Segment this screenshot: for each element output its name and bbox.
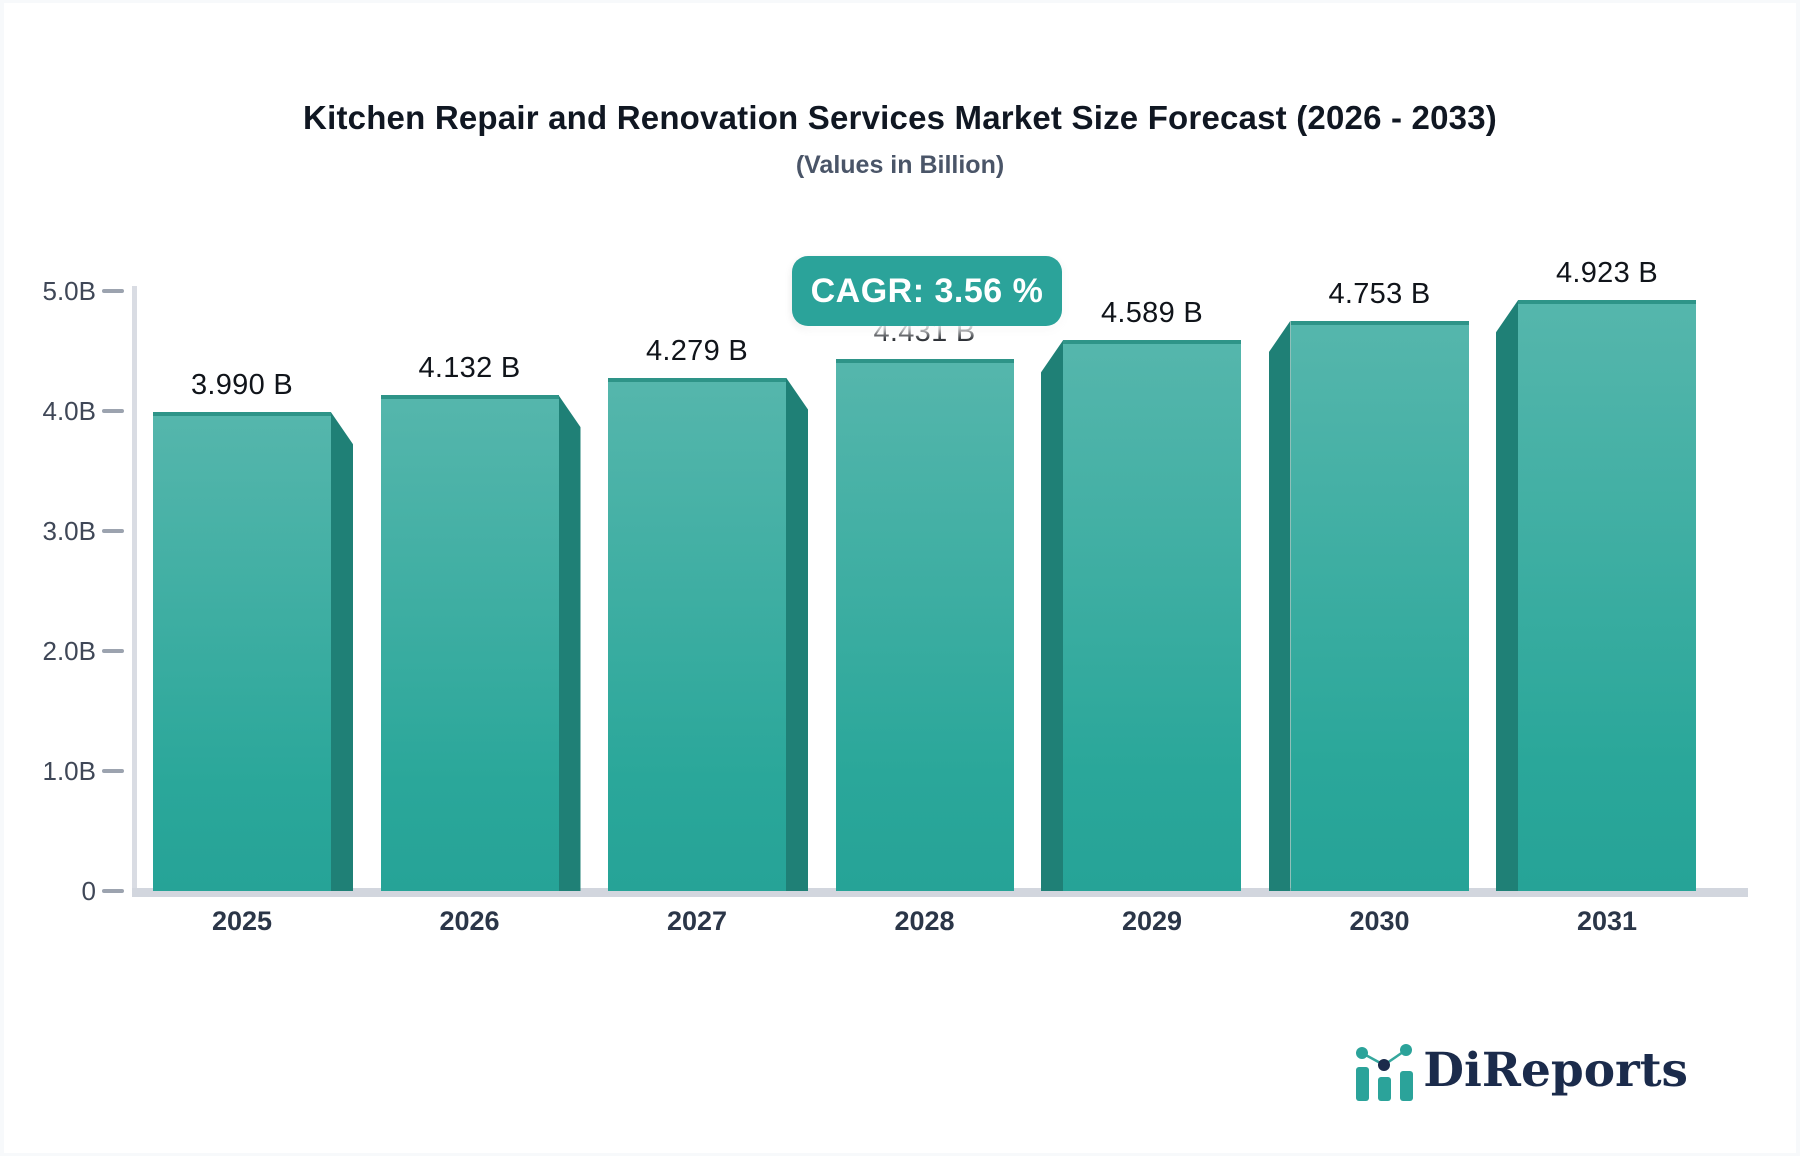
x-tick-label-2031: 2031 [1576, 906, 1638, 936]
y-tick-mark [102, 769, 124, 773]
bar-2031 [1518, 300, 1696, 891]
bar-2025 [153, 412, 331, 891]
bar-value-label-2025: 3.990 B [190, 369, 294, 402]
bar-2026 [380, 395, 559, 891]
bar-side-2030 [1268, 320, 1291, 891]
bar-side-2029 [1041, 340, 1063, 891]
x-tick-label-2027: 2027 [666, 906, 728, 936]
bar-side-2026 [558, 395, 581, 891]
chart-subtitle: (Values in Billion) [795, 151, 1005, 179]
chart-card: Kitchen Repair and Renovation Services M… [4, 3, 1796, 1153]
y-tick-label: 4.0B [42, 396, 97, 426]
chart-title: Kitchen Repair and Renovation Services M… [303, 99, 1497, 136]
brand-logo: DiReports [1353, 1035, 1688, 1107]
bar-2028 [835, 359, 1014, 891]
y-tick-label: 3.0B [42, 516, 97, 546]
y-tick-label: 1.0B [42, 756, 97, 786]
cagr-badge: CAGR: 3.56 % [792, 256, 1062, 326]
bar-chart-logo-icon [1356, 1044, 1414, 1101]
y-tick-label: 2.0B [42, 636, 97, 666]
x-tick-label-2025: 2025 [211, 906, 273, 936]
y-tick-label: 0 [81, 876, 96, 906]
x-tick-label-2028: 2028 [894, 906, 955, 936]
bar-2029 [1063, 340, 1241, 891]
bar-2030 [1290, 320, 1469, 891]
brand-name: DiReports [1423, 1043, 1688, 1098]
bar-2027 [608, 377, 786, 891]
y-tick-mark [102, 889, 124, 893]
y-tick-label: 5.0B [42, 276, 97, 306]
bar-value-label-2029: 4.589 B [1100, 297, 1204, 330]
bar-value-label-2027: 4.279 B [645, 334, 749, 367]
y-axis-line [132, 286, 137, 896]
y-tick-mark [102, 529, 124, 533]
y-tick-mark [102, 409, 124, 413]
cagr-badge-label: CAGR: 3.56 % [810, 271, 1044, 310]
x-tick-label-2029: 2029 [1121, 906, 1183, 936]
bar-value-label-2026: 4.132 B [418, 352, 521, 385]
y-tick-mark [102, 289, 124, 293]
bar-side-2031 [1496, 300, 1518, 891]
bar-side-2025 [331, 412, 353, 891]
bar-value-label-2030: 4.753 B [1328, 277, 1431, 310]
bar-side-2027 [786, 377, 808, 891]
bar-value-label-2031: 4.923 B [1555, 257, 1659, 290]
x-tick-label-2030: 2030 [1349, 906, 1410, 936]
y-tick-mark [102, 649, 124, 653]
x-tick-label-2026: 2026 [439, 906, 500, 936]
x-axis-line [132, 888, 1748, 897]
